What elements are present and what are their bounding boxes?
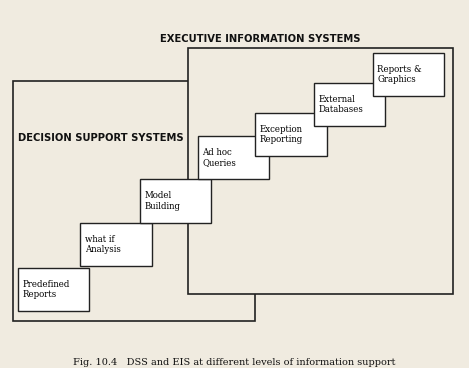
Text: Predefined
Reports: Predefined Reports bbox=[23, 280, 70, 299]
FancyBboxPatch shape bbox=[189, 47, 454, 294]
Text: Reports &
Graphics: Reports & Graphics bbox=[377, 64, 422, 84]
FancyBboxPatch shape bbox=[80, 223, 151, 266]
Text: External
Databases: External Databases bbox=[318, 95, 363, 114]
Text: Fig. 10.4   DSS and EIS at different levels of information support: Fig. 10.4 DSS and EIS at different level… bbox=[73, 358, 396, 367]
Text: Model
Building: Model Building bbox=[144, 191, 181, 211]
Text: Exception
Reporting: Exception Reporting bbox=[260, 125, 303, 144]
FancyBboxPatch shape bbox=[197, 136, 269, 179]
FancyBboxPatch shape bbox=[140, 179, 212, 223]
FancyBboxPatch shape bbox=[18, 268, 90, 311]
Text: Ad hoc
Queries: Ad hoc Queries bbox=[202, 148, 236, 167]
FancyBboxPatch shape bbox=[255, 113, 326, 156]
Text: what if
Analysis: what if Analysis bbox=[85, 235, 121, 254]
Text: EXECUTIVE INFORMATION SYSTEMS: EXECUTIVE INFORMATION SYSTEMS bbox=[159, 34, 360, 44]
FancyBboxPatch shape bbox=[373, 53, 444, 96]
Text: DECISION SUPPORT SYSTEMS: DECISION SUPPORT SYSTEMS bbox=[18, 132, 183, 143]
FancyBboxPatch shape bbox=[14, 81, 255, 321]
FancyBboxPatch shape bbox=[314, 82, 385, 126]
